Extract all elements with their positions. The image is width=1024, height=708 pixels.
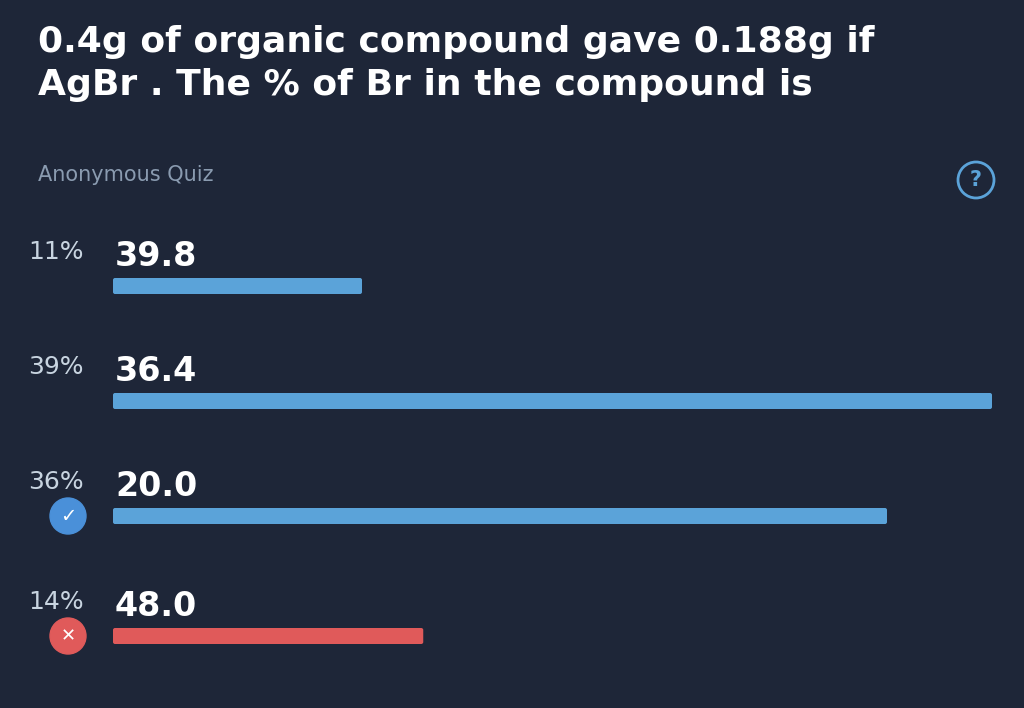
Text: ?: ? [970, 170, 982, 190]
Text: ✕: ✕ [60, 627, 76, 645]
FancyBboxPatch shape [113, 393, 992, 409]
Text: 14%: 14% [28, 590, 84, 614]
Text: 36%: 36% [28, 470, 84, 494]
Text: 36.4: 36.4 [115, 355, 198, 388]
Text: ✓: ✓ [59, 506, 76, 525]
Text: 39%: 39% [28, 355, 84, 379]
Circle shape [50, 618, 86, 654]
Text: 39.8: 39.8 [115, 240, 198, 273]
FancyBboxPatch shape [113, 278, 362, 294]
Circle shape [50, 498, 86, 534]
FancyBboxPatch shape [113, 508, 887, 524]
Text: Anonymous Quiz: Anonymous Quiz [38, 165, 213, 185]
FancyBboxPatch shape [113, 628, 423, 644]
Text: 20.0: 20.0 [115, 470, 198, 503]
Text: 11%: 11% [28, 240, 84, 264]
Text: 0.4g of organic compound gave 0.188g if
AgBr . The % of Br in the compound is: 0.4g of organic compound gave 0.188g if … [38, 25, 874, 103]
Text: 48.0: 48.0 [115, 590, 198, 623]
